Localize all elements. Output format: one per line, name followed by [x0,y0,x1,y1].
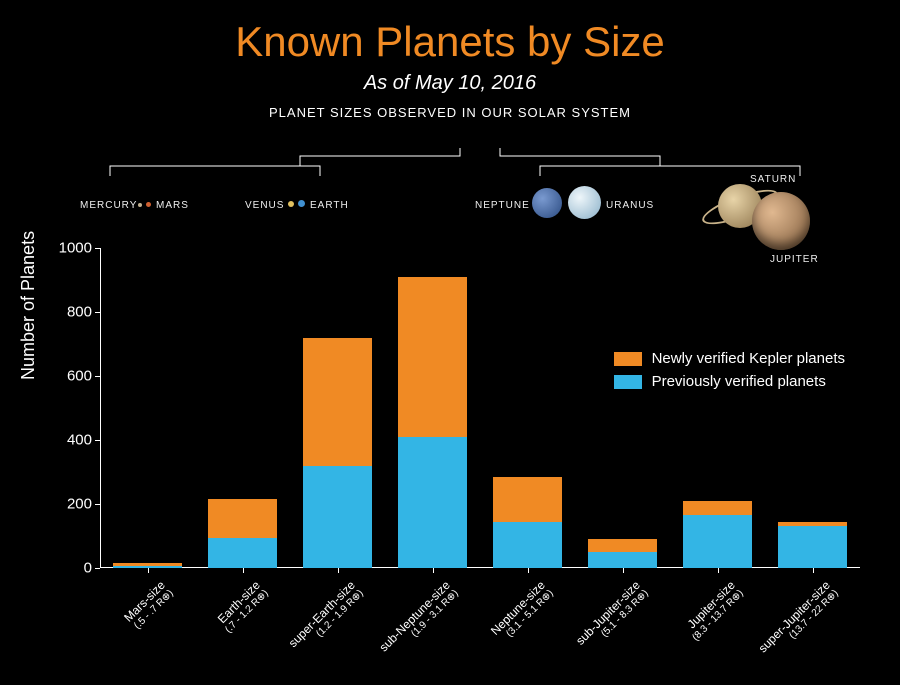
planet-reference-row: MERCURY MARS VENUS EARTH NEPTUNE URANUS … [90,178,870,248]
x-tick-mark [623,568,624,573]
jupiter-icon [752,192,810,250]
x-tick-mark [148,568,149,573]
bar-segment-prev [208,538,276,568]
chart-title: Known Planets by Size [0,0,900,66]
bar-segment-prev [588,552,656,568]
bar-segment-prev [683,515,751,568]
x-axis-label: Mars-size(.5 - .7 R⊕) [87,578,175,666]
x-axis-label: super-Jupiter-size(13.7 - 22 R⊕) [752,578,840,666]
y-tick-label: 0 [52,560,100,577]
x-tick-mark [243,568,244,573]
neptune-icon [532,188,562,218]
y-axis-line [100,248,101,568]
bar-group [683,501,751,568]
x-tick-mark [433,568,434,573]
bar-segment-prev [778,526,846,568]
bar-group [208,499,276,568]
bar-segment-prev [398,437,466,568]
bar-segment-new [493,477,561,522]
y-tick-mark [95,568,100,569]
bar-segment-new [683,501,751,515]
x-tick-mark [528,568,529,573]
legend-label-prev: Previously verified planets [652,373,826,390]
mercury-dot-icon [138,203,142,207]
bar-group [588,539,656,568]
mercury-label: MERCURY [80,200,137,211]
bar-segment-prev [493,522,561,568]
x-axis-label: super-Earth-size(1.2 - 1.9 R⊕) [277,578,365,666]
saturn-label: SATURN [750,174,796,185]
y-tick-label: 400 [52,432,100,449]
bar-group [493,477,561,568]
legend-swatch-new [614,352,642,366]
bracket-lines [100,148,860,178]
mars-label: MARS [156,200,189,211]
x-axis-label: sub-Neptune-size(1.9 - 3.1 R⊕) [372,578,460,666]
y-tick-mark [95,376,100,377]
y-tick-label: 1000 [52,240,100,257]
y-tick-mark [95,248,100,249]
earth-label: EARTH [310,200,349,211]
bar-segment-new [208,499,276,537]
earth-dot-icon [298,200,305,207]
venus-dot-icon [288,201,294,207]
mars-dot-icon [146,202,151,207]
bar-group [778,522,846,568]
y-tick-mark [95,440,100,441]
x-tick-mark [718,568,719,573]
neptune-label: NEPTUNE [475,200,530,211]
y-tick-label: 800 [52,304,100,321]
bar-group [303,338,371,568]
bar-chart: 02004006008001000Mars-size(.5 - .7 R⊕)Ea… [100,248,860,568]
legend-item-new: Newly verified Kepler planets [614,350,845,367]
legend-label-new: Newly verified Kepler planets [652,350,845,367]
bar-segment-prev [303,466,371,568]
x-axis-label: sub-Jupiter-size(5.1 - 8.3 R⊕) [562,578,650,666]
y-tick-mark [95,504,100,505]
uranus-icon [568,186,601,219]
venus-label: VENUS [245,200,284,211]
x-axis-label: Earth-size(.7 - 1.2 R⊕) [182,578,270,666]
bar-segment-new [398,277,466,437]
bar-segment-new [303,338,371,466]
legend-item-prev: Previously verified planets [614,373,845,390]
y-tick-label: 200 [52,496,100,513]
bar-segment-new [113,563,181,566]
bracket-label: PLANET SIZES OBSERVED IN OUR SOLAR SYSTE… [0,105,900,120]
x-tick-mark [338,568,339,573]
bar-group [398,277,466,568]
x-tick-mark [813,568,814,573]
bar-segment-new [588,539,656,552]
bar-segment-new [778,522,846,527]
x-axis-label: Neptune-size(3.1 - 5.1 R⊕) [467,578,555,666]
legend: Newly verified Kepler planets Previously… [614,350,845,396]
legend-swatch-prev [614,375,642,389]
y-axis-label: Number of Planets [18,231,39,380]
uranus-label: URANUS [606,200,654,211]
chart-subtitle: As of May 10, 2016 [0,72,900,95]
y-tick-mark [95,312,100,313]
x-axis-label: Jupiter-size(8.3 - 13.7 R⊕) [657,578,745,666]
y-tick-label: 600 [52,368,100,385]
